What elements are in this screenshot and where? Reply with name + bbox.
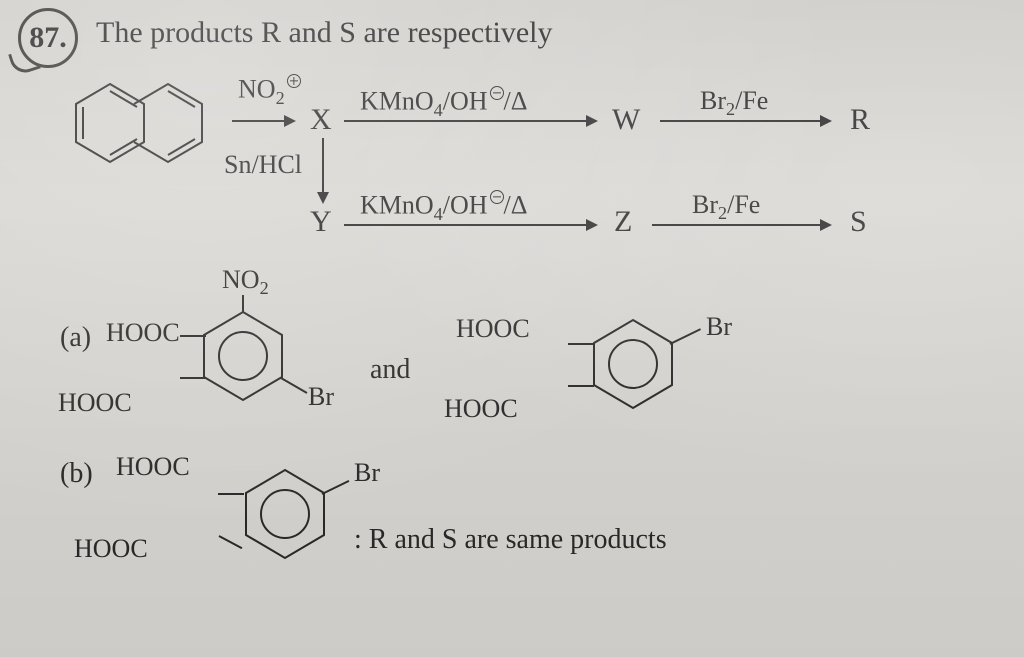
- ominus-icon: [490, 86, 504, 100]
- option-b-hooc-2: HOOC: [74, 534, 148, 564]
- option-b-label: (b): [60, 458, 93, 490]
- bond-a2-ll: [568, 385, 594, 387]
- reagent-no2-plus: NO2: [238, 74, 301, 109]
- bond-b-ul: [218, 493, 244, 495]
- bond-a1-ll: [180, 377, 206, 379]
- reagent-br2fe-top: Br2/Fe: [700, 86, 768, 120]
- question-number-circle: 87.: [18, 8, 78, 68]
- bond-a1-ul: [180, 335, 206, 337]
- option-b-hooc-1: HOOC: [116, 452, 190, 482]
- arrow-z-to-s: [652, 224, 830, 226]
- naphthalene-right-ring: [132, 82, 204, 164]
- option-a-s-br: Br: [706, 312, 732, 342]
- question-number: 87.: [29, 21, 67, 55]
- option-a-and: and: [370, 354, 410, 386]
- option-a-s-hooc-2: HOOC: [444, 394, 518, 424]
- option-a-r-hooc-1: HOOC: [106, 318, 180, 348]
- option-a-r-ring: [200, 308, 286, 404]
- reagent-snhcl: Sn/HCl: [224, 150, 302, 180]
- option-b-note: : R and S are same products: [354, 524, 667, 556]
- arrow-naphthalene-to-x: [232, 120, 294, 122]
- bond-b-ll: [219, 535, 243, 549]
- ominus-icon-2: [490, 190, 504, 204]
- reagent-kmno4-bottom: KMnO4/OH/Δ: [360, 190, 528, 225]
- page-root: 87. The products R and S are respectivel…: [0, 0, 1024, 657]
- reagent-kmno4-top: KMnO4/OH/Δ: [360, 86, 528, 121]
- oplus-icon: [287, 74, 301, 88]
- option-a-s-hooc-1: HOOC: [456, 314, 530, 344]
- product-s: S: [850, 205, 867, 239]
- option-b-ring: [242, 466, 328, 562]
- intermediate-y: Y: [310, 205, 332, 239]
- intermediate-w: W: [612, 103, 640, 137]
- option-a-r-hooc-2: HOOC: [58, 388, 132, 418]
- bond-a2-ul: [568, 343, 594, 345]
- option-a-r-no2: NO2: [222, 265, 269, 299]
- intermediate-z: Z: [614, 205, 632, 239]
- option-a-r-br: Br: [308, 382, 334, 412]
- arrow-w-to-r: [660, 120, 830, 122]
- option-a-label: (a): [60, 322, 91, 354]
- question-text: The products R and S are respectively: [96, 16, 553, 50]
- option-b-br: Br: [354, 458, 380, 488]
- reagent-br2fe-bottom: Br2/Fe: [692, 190, 760, 224]
- option-a-s-ring: [590, 316, 676, 412]
- naphthalene-structure: [70, 78, 220, 168]
- arrow-x-to-y: [322, 138, 324, 202]
- product-r: R: [850, 103, 870, 137]
- intermediate-x: X: [310, 103, 332, 137]
